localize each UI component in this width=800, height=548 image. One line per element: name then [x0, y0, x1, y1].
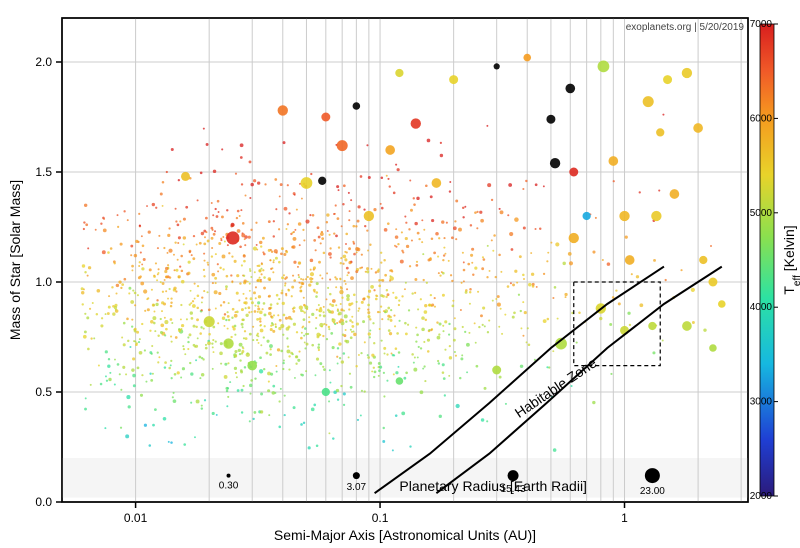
planet-point — [565, 84, 575, 94]
size-legend-marker — [353, 472, 360, 479]
planet-point — [682, 68, 692, 78]
planet-point — [385, 145, 395, 155]
planet-point — [693, 123, 703, 133]
colorbar-tick-label: 7000 — [750, 19, 773, 30]
planet-point — [318, 177, 326, 185]
planet-point — [223, 338, 233, 348]
colorbar-tick-label: 5000 — [750, 208, 773, 219]
planet-point — [395, 69, 403, 77]
planet-point — [546, 115, 555, 124]
plot-area — [62, 18, 748, 502]
colorbar-tick-label: 2000 — [750, 491, 773, 502]
x-tick-label: 0.1 — [372, 511, 389, 525]
planet-point — [278, 105, 288, 115]
colorbar-tick-label: 6000 — [750, 113, 773, 124]
planet-point — [449, 75, 458, 84]
planet-point — [569, 168, 578, 177]
planet-point — [301, 177, 313, 189]
y-tick-label: 1.0 — [35, 275, 52, 289]
planet-point — [247, 361, 257, 371]
planet-point — [322, 388, 330, 396]
planet-point — [709, 344, 717, 352]
y-tick-label: 0.5 — [35, 385, 52, 399]
size-legend-marker — [645, 468, 660, 483]
planet-point — [663, 75, 672, 84]
planet-point — [432, 178, 442, 188]
planet-point — [625, 255, 635, 265]
planet-point — [492, 366, 501, 375]
planet-point — [523, 54, 531, 62]
planet-point — [708, 278, 717, 287]
y-axis-label: Mass of Star [Solar Mass] — [7, 180, 23, 340]
planet-point — [619, 211, 629, 221]
planet-point — [337, 140, 348, 151]
planet-point — [699, 256, 707, 264]
size-legend-title: Planetary Radius [Earth Radii] — [399, 478, 587, 494]
attribution: exoplanets.org | 5/20/2019 — [626, 22, 745, 33]
planet-point — [583, 212, 591, 220]
planet-point — [718, 300, 726, 308]
planet-point — [396, 377, 404, 385]
planet-point — [494, 63, 500, 69]
colorbar-label: Teff [Kelvin] — [781, 225, 800, 294]
planet-point — [643, 96, 654, 107]
size-legend-label: 23.00 — [640, 486, 665, 497]
planet-point — [226, 231, 239, 244]
y-tick-label: 0.0 — [35, 495, 52, 509]
planet-point — [682, 321, 692, 331]
planet-point — [364, 211, 374, 221]
planet-point — [648, 322, 656, 330]
planet-point — [608, 156, 618, 166]
planet-point — [181, 172, 190, 181]
colorbar-tick-label: 4000 — [750, 302, 773, 313]
planet-point — [411, 118, 421, 128]
x-axis-label: Semi-Major Axis [Astronomical Units (AU)… — [274, 527, 536, 543]
size-legend-label: 3.07 — [347, 482, 367, 493]
x-tick-label: 0.01 — [124, 511, 148, 525]
y-tick-label: 1.5 — [35, 165, 52, 179]
planet-point — [651, 211, 661, 221]
size-legend-label: 0.30 — [219, 481, 239, 492]
planet-point — [550, 158, 560, 168]
planet-point — [204, 316, 215, 327]
colorbar-tick-label: 3000 — [750, 397, 773, 408]
planet-point — [598, 61, 610, 73]
size-legend-marker — [227, 474, 231, 478]
chart-svg: Habitable Zone0.010.110.00.51.01.52.0Sem… — [0, 0, 800, 548]
y-tick-label: 2.0 — [35, 55, 52, 69]
planet-point — [569, 233, 579, 243]
planet-point — [321, 113, 330, 122]
planet-point — [656, 128, 664, 136]
exoplanet-scatter-chart: Habitable Zone0.010.110.00.51.01.52.0Sem… — [0, 0, 800, 548]
x-tick-label: 1 — [621, 511, 628, 525]
planet-point — [353, 102, 361, 110]
colorbar — [760, 24, 774, 496]
planet-point — [670, 189, 680, 199]
